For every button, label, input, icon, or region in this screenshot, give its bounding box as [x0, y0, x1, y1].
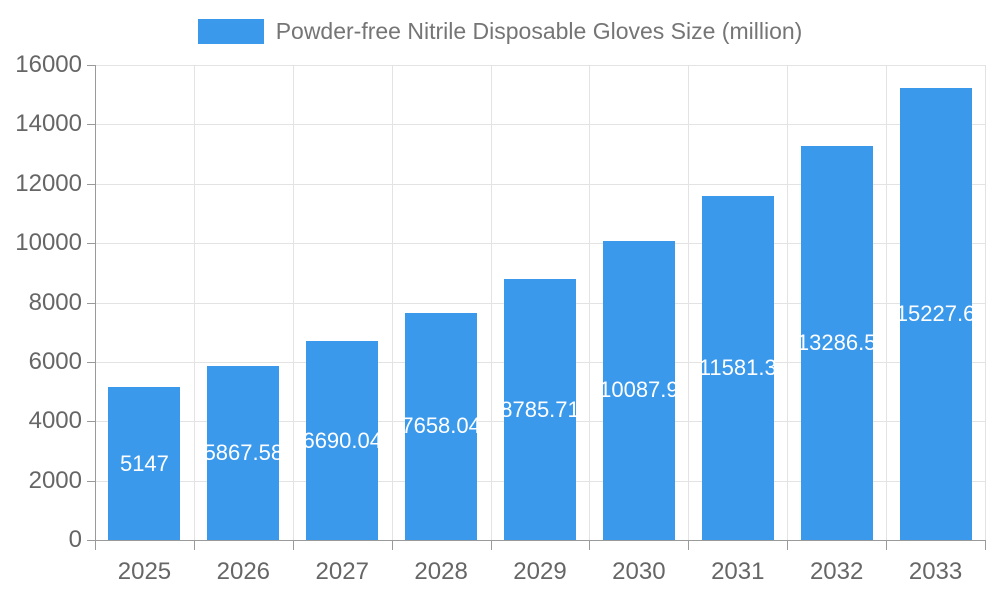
x-axis-line	[95, 540, 986, 541]
v-gridline	[292, 65, 294, 540]
x-axis-tick	[886, 540, 888, 550]
legend-label[interactable]: Powder-free Nitrile Disposable Gloves Si…	[275, 18, 803, 44]
h-gridline	[95, 243, 985, 245]
y-tick-label: 0	[68, 526, 82, 553]
bar-value-label: 15227.6	[895, 300, 976, 326]
legend-swatch[interactable]	[197, 19, 264, 44]
y-tick-label: 8000	[28, 288, 82, 316]
bar-2031[interactable]	[701, 196, 774, 540]
bar-value-label: 8785.71	[500, 396, 580, 422]
bar-2029[interactable]	[504, 279, 576, 540]
h-gridline	[95, 183, 985, 185]
y-tick-label: 6000	[28, 347, 82, 375]
v-gridline	[886, 65, 888, 540]
x-tick-label: 2028	[414, 558, 468, 585]
y-tick-label: 12000	[15, 169, 82, 197]
x-tick-label: 2027	[315, 558, 369, 585]
bar-value-label: 11581.3	[698, 355, 777, 381]
bar-2033[interactable]	[899, 87, 972, 540]
bar-value-label: 10087.9	[599, 377, 679, 403]
x-axis-tick	[95, 540, 96, 550]
v-gridline	[589, 65, 591, 540]
v-gridline	[490, 65, 492, 540]
bar-2025[interactable]	[108, 387, 181, 540]
bar-2026[interactable]	[207, 365, 280, 540]
h-gridline	[95, 65, 985, 66]
x-axis-tick	[688, 540, 690, 550]
x-tick-label: 2025	[117, 558, 172, 585]
x-tick-label: 2033	[908, 558, 963, 585]
v-gridline	[193, 65, 195, 540]
y-axis-tick	[87, 540, 95, 541]
x-tick-label: 2030	[612, 558, 666, 585]
x-tick-label: 2029	[513, 558, 567, 585]
x-tick-label: 2031	[711, 558, 765, 585]
y-axis-tick	[87, 302, 95, 304]
y-axis-tick	[87, 480, 95, 482]
x-axis-tick	[985, 540, 986, 550]
x-axis-tick	[193, 540, 195, 550]
bar-value-label: 7658.04	[401, 413, 481, 439]
bar-value-label: 6690.04	[302, 427, 382, 453]
bar-value-label: 5147	[119, 450, 169, 476]
x-tick-label: 2032	[809, 558, 864, 585]
y-axis-tick	[87, 243, 95, 245]
y-axis-tick	[87, 361, 95, 363]
legend: Powder-free Nitrile Disposable Gloves Si…	[0, 18, 1000, 45]
y-tick-label: 14000	[15, 110, 82, 138]
v-gridline	[391, 65, 393, 540]
v-gridline	[688, 65, 690, 540]
x-axis-tick	[391, 540, 393, 550]
bar-2027[interactable]	[306, 341, 379, 540]
y-tick-label: 10000	[15, 229, 82, 257]
y-axis-tick	[87, 65, 95, 66]
v-gridline	[787, 65, 789, 540]
bar-value-label: 5867.58	[203, 439, 284, 465]
y-axis-tick	[87, 124, 95, 126]
v-gridline	[985, 65, 986, 540]
x-axis-tick	[787, 540, 789, 550]
y-tick-label: 16000	[15, 51, 82, 78]
y-axis-line	[95, 65, 96, 540]
bar-value-label: 13286.5	[796, 329, 877, 355]
x-axis-tick	[589, 540, 591, 550]
bar-2028[interactable]	[405, 312, 478, 540]
bar-2032[interactable]	[800, 145, 873, 540]
y-axis-tick	[87, 183, 95, 185]
y-tick-label: 4000	[28, 407, 82, 435]
x-tick-label: 2026	[216, 558, 271, 585]
x-axis-tick	[490, 540, 492, 550]
h-gridline	[95, 124, 985, 126]
y-axis-tick	[87, 421, 95, 423]
y-tick-label: 2000	[28, 466, 82, 494]
x-axis-tick	[292, 540, 294, 550]
bar-2030[interactable]	[602, 240, 675, 540]
